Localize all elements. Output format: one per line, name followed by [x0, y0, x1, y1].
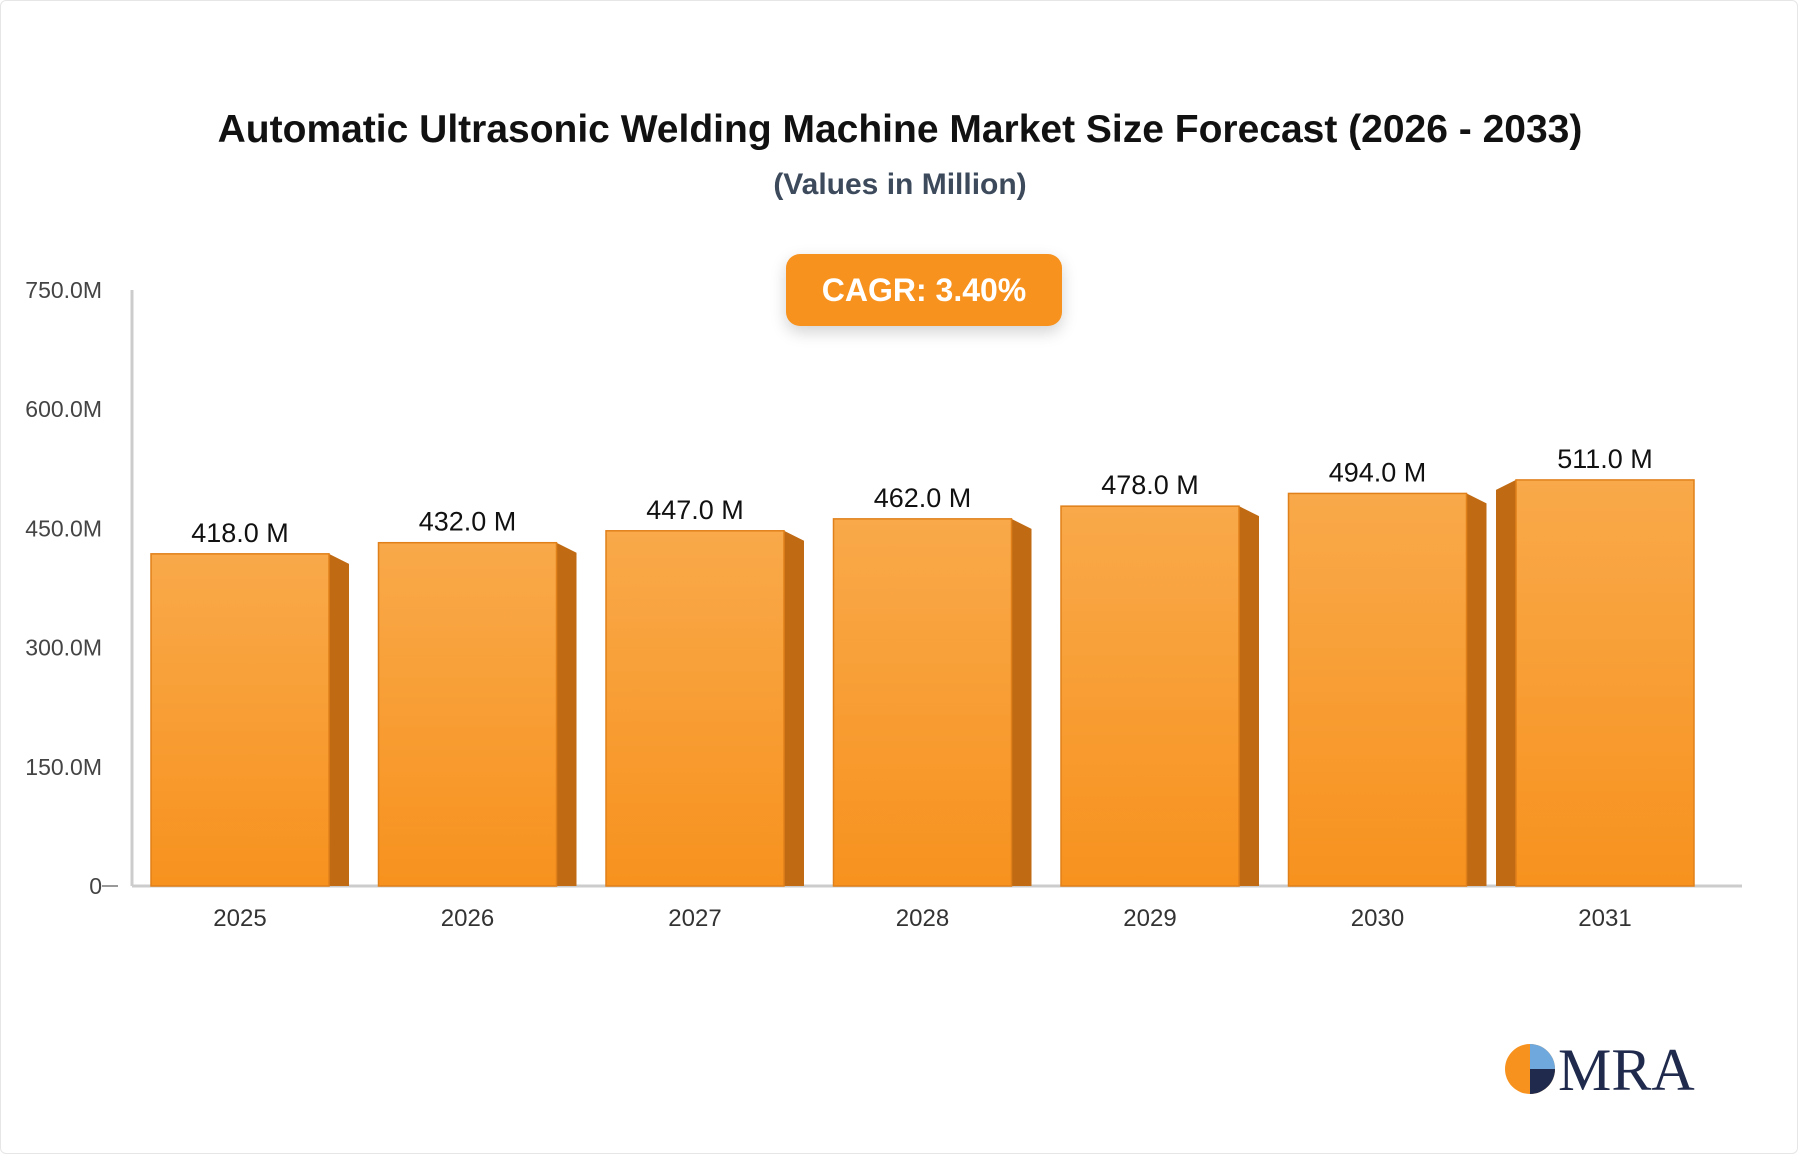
data-label: 447.0 M [646, 495, 744, 525]
logo-slice-blue [1530, 1044, 1555, 1069]
x-tick-label: 2029 [1123, 905, 1176, 932]
data-label: 418.0 M [191, 518, 289, 548]
bar-front [1060, 505, 1240, 887]
bar-side [1496, 479, 1516, 886]
logo-text: MRA [1558, 1037, 1695, 1103]
data-label: 462.0 M [874, 483, 972, 513]
y-tick-label: 600.0M [25, 396, 102, 422]
x-tick-label: 2028 [896, 905, 949, 932]
y-tick-label: 300.0M [25, 635, 102, 661]
bar-2027: 447.0 M 2027 [605, 495, 804, 932]
bar-2029: 478.0 M 2029 [1060, 470, 1259, 932]
y-tick-label: 450.0M [25, 515, 102, 541]
x-tick-label: 2026 [441, 905, 494, 932]
bar-side [1239, 506, 1259, 886]
data-label: 511.0 M [1557, 444, 1653, 474]
bar-front [605, 530, 785, 887]
x-tick-label: 2027 [668, 905, 721, 932]
bar-side [556, 542, 577, 886]
x-tick-label: 2025 [213, 905, 266, 932]
bar-front [377, 541, 558, 887]
bar-front [832, 518, 1013, 887]
data-label: 494.0 M [1329, 457, 1427, 487]
cagr-badge: CAGR: 3.40% [786, 254, 1062, 326]
mra-logo: MRA [1505, 1037, 1695, 1103]
chart-title: Automatic Ultrasonic Welding Machine Mar… [217, 108, 1583, 151]
bar-front [1287, 492, 1468, 887]
bar-2031: 511.0 M 2031 [1496, 444, 1695, 932]
x-tick-label: 2030 [1351, 905, 1404, 932]
bar-2028: 462.0 M 2028 [832, 483, 1032, 932]
bar-side [1466, 493, 1487, 886]
bar-front [150, 553, 330, 887]
chart-subtitle: (Values in Million) [773, 168, 1027, 201]
bar-2026: 432.0 M 2026 [377, 507, 577, 932]
bar-side [784, 530, 804, 886]
bar-2030: 494.0 M 2030 [1287, 457, 1487, 932]
y-tick-label: 0 [89, 873, 102, 899]
data-label: 432.0 M [419, 507, 517, 537]
bar-front [1515, 479, 1695, 887]
data-label: 478.0 M [1101, 470, 1199, 500]
x-tick-label: 2031 [1578, 905, 1631, 932]
bar-side [1011, 518, 1032, 886]
logo-slice-navy [1530, 1069, 1555, 1094]
y-tick-label: 150.0M [25, 754, 102, 780]
bar-side [329, 553, 349, 886]
bar-2025: 418.0 M 2025 [150, 518, 349, 932]
y-tick-label: 750.0M [25, 277, 102, 303]
